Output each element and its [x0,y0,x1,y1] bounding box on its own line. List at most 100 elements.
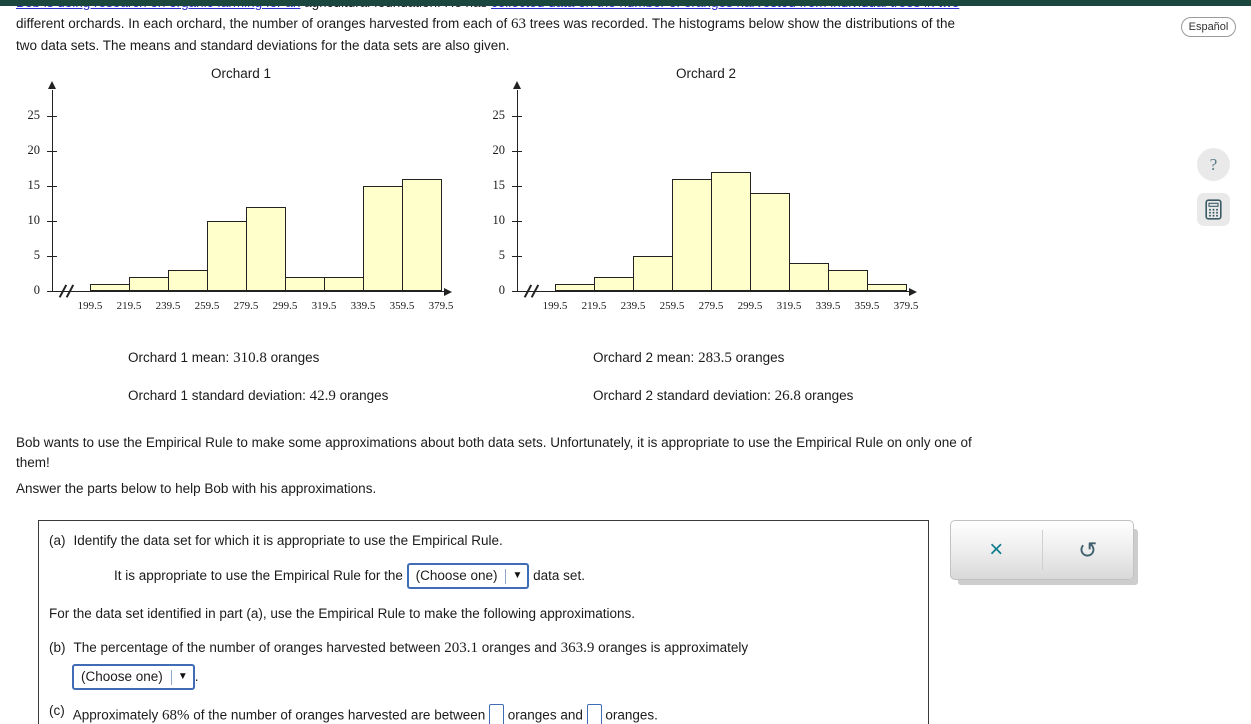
x-tick-label: 259.5 [194,300,220,312]
x-tick-label: 279.5 [233,300,259,312]
stat-unit: oranges [270,350,320,365]
y-tick-label: 15 [492,178,506,192]
y-tick-label: 0 [498,283,505,297]
bob-paragraph-line2: them! [16,454,50,470]
clear-answer-button[interactable]: × [951,521,1042,579]
stat-label: Orchard 2 mean: [593,350,695,365]
histogram-bar [711,172,751,291]
x-tick-label: 299.5 [272,300,298,312]
histogram-bar [207,221,247,291]
choose-one-dropdown-b[interactable]: (Choose one) ▼ [72,664,195,690]
undo-button[interactable]: ↺ [1043,521,1134,579]
part-c-value: 68% [162,707,190,724]
part-b-text-1: The percentage of the number of oranges … [73,640,445,655]
espanol-button[interactable]: Español [1181,17,1236,37]
histogram-bar [828,270,868,291]
part-b-text-3: oranges is approximately [594,640,749,655]
part-b-question: (b) The percentage of the number of oran… [49,640,909,657]
x-tick-label: 219.5 [116,300,142,312]
part-c-text-2: of the number of oranges harvested are b… [189,707,486,723]
histogram-bar [246,207,286,291]
problem-text: trees was recorded. The histograms below… [526,16,955,31]
x-tick-label: 279.5 [698,300,724,312]
calculator-button[interactable] [1197,193,1230,226]
part-b-text: The percentage of the number of oranges … [74,640,749,657]
stat-label: Orchard 2 standard deviation: [593,388,771,403]
part-b-value-2: 363.9 [560,640,595,656]
calculator-icon [1205,199,1222,220]
x-axis [52,291,446,293]
part-b-period: . [194,669,199,684]
problem-line-3: two data sets. The means and standard de… [16,38,510,53]
part-c-text-4: oranges. [605,707,658,723]
histogram-bar [867,284,907,291]
y-tick-mark [512,115,522,117]
part-a-question: (a) Identify the data set for which it i… [49,533,503,548]
x-tick-label: 239.5 [620,300,646,312]
part-b-text-2: oranges and [478,640,561,655]
x-tick-label: 339.5 [815,300,841,312]
answer-intro-text: Answer the parts below to help Bob with … [16,481,377,496]
part-a-label: (a) [49,533,66,548]
x-tick-label: 299.5 [737,300,763,312]
part-a-prefix: It is appropriate to use the Empirical R… [114,568,403,583]
y-tick-mark [512,290,522,292]
histogram-bar [129,277,169,291]
part-c-text-3: oranges and [507,707,583,723]
x-axis [517,291,911,293]
bob-paragraph-line1: Bob wants to use the Empirical Rule to m… [16,435,972,450]
y-axis-arrow-icon [513,81,521,89]
chart-title: Orchard 2 [675,66,737,81]
part-b-label: (b) [49,640,66,655]
dropdown-arrow-icon: ▼ [177,671,188,682]
orchard1-standard-deviation: Orchard 1 standard deviation: 42.9 orang… [128,388,388,405]
answer-input-upper-bound[interactable] [586,704,602,724]
part-c-text: Approximately 68% of the number of orang… [73,703,658,724]
part-b-value-1: 203.1 [444,640,478,656]
stat-label: Orchard 1 standard deviation: [128,388,306,403]
problem-statement: Bob is doing research on organic farming… [16,0,1176,56]
orchard1-mean: Orchard 1 mean: 310.8 oranges [128,350,319,367]
y-tick-label: 10 [492,213,506,227]
dropdown-selected-value: (Choose one) [81,669,163,684]
histogram-bar [90,284,130,291]
bob-paragraph: Bob wants to use the Empirical Rule to m… [16,433,1196,472]
histogram-bar [789,263,829,291]
mid-text: For the data set identified in part (a),… [49,606,636,621]
choose-one-dropdown-a[interactable]: (Choose one) ▼ [406,563,530,589]
histogram-bar [363,186,403,291]
problem-line-2: different orchards. In each orchard, the… [16,13,1176,35]
dropdown-selected-value: (Choose one) [415,568,498,583]
stat-label: Orchard 1 mean: [128,350,230,365]
x-tick-label: 199.5 [542,300,568,312]
histogram-bar [324,277,364,291]
orchard2-mean: Orchard 2 mean: 283.5 oranges [593,350,784,367]
answer-input-lower-bound[interactable] [489,704,505,724]
x-tick-label: 319.5 [311,300,337,312]
part-a-answer-line: It is appropriate to use the Empirical R… [114,563,585,589]
x-tick-label: 379.5 [428,300,454,312]
part-c-label: (c) [49,703,65,718]
x-axis-arrow-icon [909,287,917,296]
histogram-bar [750,193,790,291]
top-header-bar [0,0,1251,6]
y-tick-label: 5 [498,248,505,262]
y-tick-mark [47,185,57,187]
x-tick-label: 239.5 [155,300,181,312]
help-button[interactable]: ? [1197,148,1230,181]
part-b-intro-text: For the data set identified in part (a),… [49,606,635,621]
part-a-suffix: data set. [533,568,585,583]
stat-value: 310.8 [233,350,267,366]
y-tick-label: 10 [27,213,41,227]
x-tick-label: 219.5 [581,300,607,312]
stat-value: 283.5 [698,350,732,366]
dropdown-divider [170,669,172,685]
problem-text: different orchards. In each orchard, the… [16,16,512,31]
x-tick-label: 359.5 [389,300,415,312]
answer-box: (a) Identify the data set for which it i… [38,520,929,724]
y-tick-mark [47,115,57,117]
y-tick-label: 15 [27,178,41,192]
tree-count-value: 63 [511,16,527,32]
histogram-bar [285,277,325,291]
action-panel-divider [1041,530,1043,570]
